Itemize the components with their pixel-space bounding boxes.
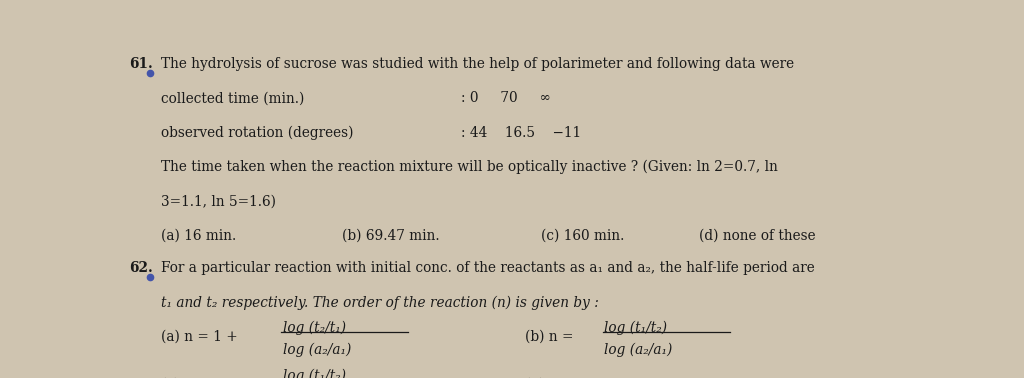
Text: log (t₁/t₂): log (t₁/t₂)	[604, 321, 668, 335]
Text: 61.: 61.	[130, 57, 154, 71]
Text: 3=1.1, ln 5=1.6): 3=1.1, ln 5=1.6)	[162, 194, 276, 208]
Text: 62.: 62.	[130, 261, 154, 275]
Text: log (a₂/a₁): log (a₂/a₁)	[604, 343, 673, 357]
Text: (c) 160 min.: (c) 160 min.	[541, 229, 624, 243]
Text: The hydrolysis of sucrose was studied with the help of polarimeter and following: The hydrolysis of sucrose was studied wi…	[162, 57, 795, 71]
Text: log (t₁/t₂): log (t₁/t₂)	[283, 369, 346, 378]
Text: log (a₂/a₁): log (a₂/a₁)	[283, 343, 351, 357]
Text: (b) n =: (b) n =	[524, 330, 573, 344]
Text: The time taken when the reaction mixture will be optically inactive ? (Given: ln: The time taken when the reaction mixture…	[162, 160, 778, 174]
Text: collected time (min.): collected time (min.)	[162, 91, 305, 105]
Text: (a) 16 min.: (a) 16 min.	[162, 229, 237, 243]
Text: : 0     70     ∞: : 0 70 ∞	[461, 91, 551, 105]
Text: (d) none of these: (d) none of these	[699, 229, 816, 243]
Text: For a particular reaction with initial conc. of the reactants as a₁ and a₂, the : For a particular reaction with initial c…	[162, 261, 815, 275]
Text: (a) n = 1 +: (a) n = 1 +	[162, 330, 239, 344]
Text: log (t₂/t₁): log (t₂/t₁)	[283, 321, 346, 335]
Text: : 44    16.5    −11: : 44 16.5 −11	[461, 126, 582, 140]
Text: t₁ and t₂ respectively. The order of the reaction (n) is given by :: t₁ and t₂ respectively. The order of the…	[162, 296, 599, 310]
Text: observed rotation (degrees): observed rotation (degrees)	[162, 126, 354, 140]
Text: (b) 69.47 min.: (b) 69.47 min.	[342, 229, 440, 243]
